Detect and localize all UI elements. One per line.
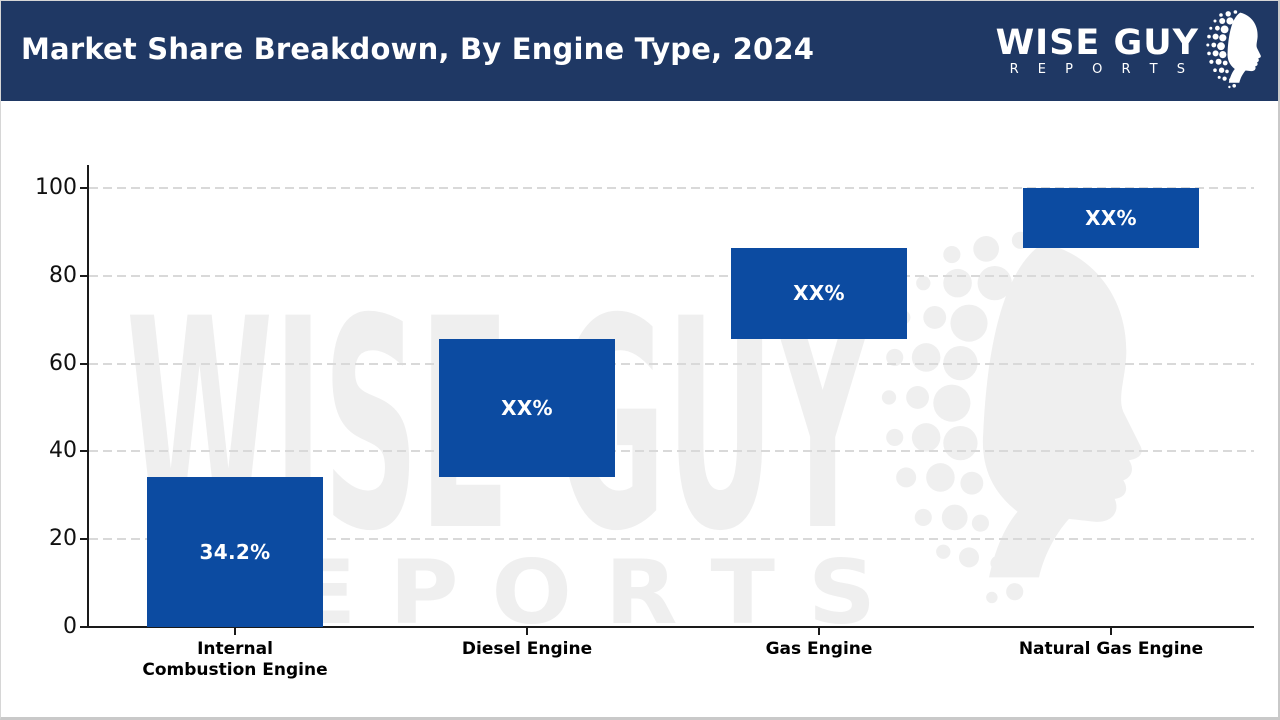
y-tick-mark	[80, 362, 88, 365]
page-title: Market Share Breakdown, By Engine Type, …	[21, 32, 815, 66]
grid-line	[89, 362, 1254, 365]
x-category-label: Diesel Engine	[461, 639, 593, 659]
bar: XX%	[439, 339, 615, 477]
bar-value-label: 34.2%	[199, 539, 271, 564]
y-tick-label: 60	[49, 350, 77, 376]
x-tick-mark	[1110, 628, 1112, 635]
y-tick-mark	[80, 274, 88, 277]
grid-line	[89, 187, 1254, 189]
y-tick-label: 100	[35, 175, 77, 200]
grid-line	[89, 274, 1254, 277]
y-tick-label: 0	[63, 614, 77, 639]
bar: XX%	[1023, 188, 1199, 248]
x-category-label: Natural Gas Engine	[1018, 639, 1204, 659]
bar: 34.2%	[147, 476, 323, 627]
y-tick-mark	[80, 187, 88, 189]
bar-value-label: XX%	[501, 395, 553, 420]
y-axis-line	[87, 165, 89, 628]
wise-guy-logo: WISE GUY R E P O R T S	[996, 9, 1263, 93]
x-axis-line	[87, 626, 1254, 628]
y-tick-label: 20	[49, 526, 77, 552]
logo-text: WISE GUY R E P O R T S	[996, 25, 1199, 77]
y-tick-mark	[80, 450, 88, 453]
bar: XX%	[731, 247, 907, 339]
header-bar: Market Share Breakdown, By Engine Type, …	[1, 1, 1278, 101]
bar-value-label: XX%	[793, 281, 845, 306]
x-tick-mark	[818, 628, 820, 635]
y-tick-mark	[80, 626, 88, 628]
x-tick-mark	[526, 628, 528, 635]
grid-line	[89, 450, 1254, 453]
x-category-label: Internal Combustion Engine	[142, 639, 328, 680]
y-tick-label: 80	[49, 262, 77, 288]
x-tick-mark	[234, 628, 236, 635]
y-tick-label: 40	[49, 438, 77, 464]
logo-subtext: R E P O R T S	[1009, 62, 1193, 77]
bar-value-label: XX%	[1085, 205, 1137, 230]
grid-line	[89, 538, 1254, 541]
x-category-label: Gas Engine	[765, 639, 873, 659]
y-tick-mark	[80, 538, 88, 541]
logo-wordmark: WISE GUY	[995, 23, 1199, 63]
